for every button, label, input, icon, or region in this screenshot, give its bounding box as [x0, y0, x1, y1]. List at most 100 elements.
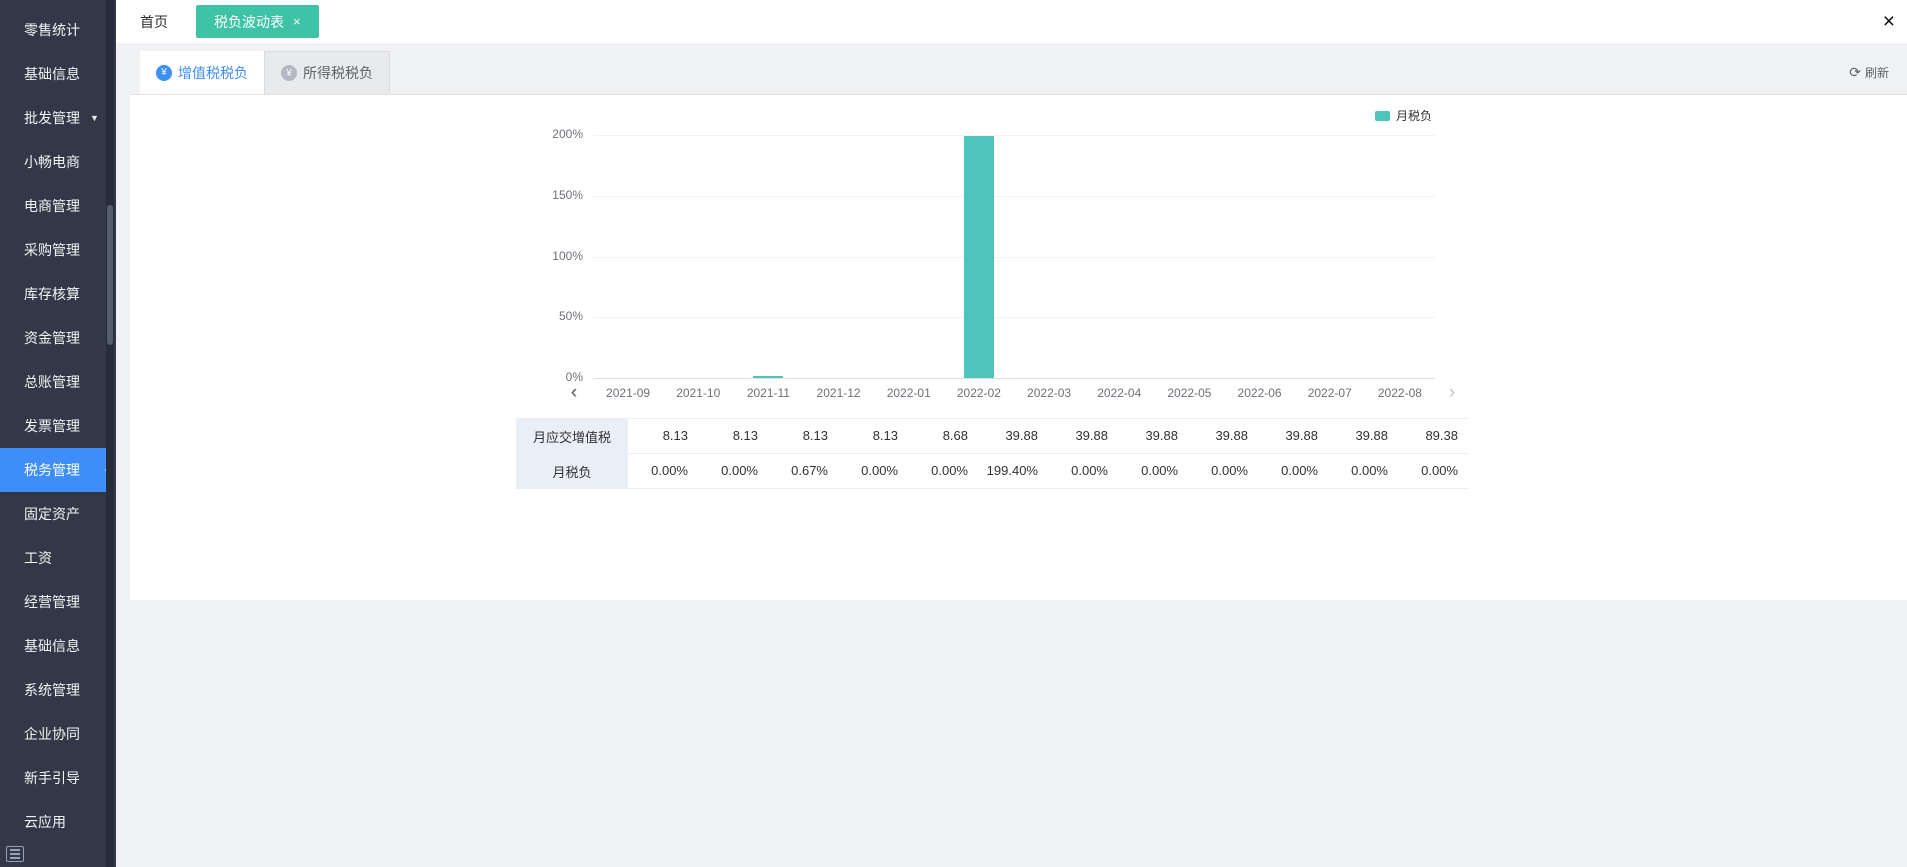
table-cell: 0.00%	[1421, 463, 1458, 478]
y-tick-label: 50%	[558, 309, 583, 324]
x-tick-label: 2022-08	[1377, 386, 1422, 400]
panel-tab-strip: ¥ 增值税税负 ¥ 所得税税负	[140, 51, 390, 94]
sidebar-item[interactable]: 云应用	[0, 800, 111, 844]
x-tick-label: 2021-10	[676, 386, 721, 400]
sidebar-item-label: 基础信息	[24, 638, 80, 654]
panel-header: ¥ 增值税税负 ¥ 所得税税负 ⟳ 刷新	[130, 51, 1907, 95]
sidebar-item-label: 资金管理	[24, 330, 80, 346]
table-cell: 39.88	[1215, 428, 1248, 443]
x-tick-label: 2021-09	[606, 386, 651, 400]
x-tick-label: 2022-01	[886, 386, 931, 400]
tab-label: 税负波动表	[214, 13, 284, 30]
sidebar-scrollbar[interactable]	[106, 0, 114, 867]
sidebar-item[interactable]: 固定资产	[0, 492, 111, 536]
table-cell: 8.13	[662, 428, 688, 443]
y-tick-label: 150%	[552, 187, 583, 202]
table-cell: 0.00%	[931, 463, 968, 478]
sidebar-item[interactable]: 基础信息	[0, 624, 111, 668]
sidebar-item[interactable]: 经营管理	[0, 580, 111, 624]
legend-label: 月税负	[1396, 109, 1433, 123]
legend-item[interactable]: 月税负	[1375, 107, 1432, 124]
sidebar-item-label: 电商管理	[24, 198, 80, 214]
sidebar-item[interactable]: 电商管理	[0, 184, 111, 228]
table-cell: 8.13	[732, 428, 758, 443]
tab-tax-fluctuation[interactable]: 税负波动表 ×	[196, 5, 319, 38]
menu-grip-icon	[10, 853, 20, 855]
sidebar-item[interactable]: 批发管理 ▼	[0, 96, 111, 140]
tab-home[interactable]: 首页	[122, 5, 186, 38]
gridline	[593, 195, 1435, 197]
row-label: 月税负	[516, 454, 628, 488]
panel-tab-label: 所得税税负	[303, 65, 373, 81]
tab-strip: 首页 税负波动表 × ×	[116, 0, 1907, 43]
sidebar-item-label: 企业协同	[24, 726, 80, 742]
tax-fluctuation-panel: ¥ 增值税税负 ¥ 所得税税负 ⟳ 刷新 月税负 ‹ › 0% 50% 100% 150% 2…	[130, 51, 1907, 600]
row-label: 月应交增值税	[516, 419, 628, 453]
sidebar-item-label: 总账管理	[24, 374, 80, 390]
sidebar-item-label: 云应用	[24, 814, 66, 830]
sidebar-item[interactable]: 税务管理	[0, 448, 111, 492]
gridline	[593, 378, 1435, 379]
close-icon[interactable]: ×	[1882, 10, 1895, 33]
table-row: 月税负 0.00% 0.00% 0.67% 0.00% 0.00% 199.40% 0.00%…	[516, 454, 1468, 489]
tab-label: 首页	[140, 13, 168, 30]
table-cell: 0.00%	[1141, 463, 1178, 478]
refresh-label: 刷新	[1864, 66, 1889, 80]
table-cell: 39.88	[1285, 428, 1318, 443]
sidebar-item[interactable]: 总账管理	[0, 360, 111, 404]
chart-next-arrow[interactable]: ›	[1448, 382, 1456, 403]
sidebar-item-label: 经营管理	[24, 594, 80, 610]
panel-tab-label: 增值税税负	[178, 64, 248, 81]
sidebar-item-label: 零售统计	[24, 22, 80, 38]
y-tick-label: 200%	[552, 127, 583, 141]
chart-plot: ‹ › 0% 50% 100% 150% 200% 2021-09 2021-10 2021-…	[552, 127, 1455, 402]
x-tick-label: 2022-02	[956, 386, 1001, 400]
sidebar-item[interactable]: 零售统计	[0, 8, 111, 52]
table-cell: 39.88	[1145, 428, 1178, 443]
sidebar-item[interactable]: 库存核算	[0, 272, 111, 316]
sidebar-item[interactable]: 新手引导	[0, 756, 111, 800]
table-cell: 39.88	[1005, 428, 1038, 443]
sidebar-item-label: 税务管理	[24, 462, 80, 478]
table-cell: 0.00%	[721, 463, 758, 478]
bar-2021-11[interactable]	[753, 376, 784, 378]
legend-swatch	[1375, 110, 1390, 121]
table-cell: 0.00%	[861, 463, 898, 478]
panel-tab-income-tax[interactable]: ¥ 所得税税负	[264, 51, 390, 94]
sidebar-item[interactable]: 小畅电商	[0, 140, 111, 184]
panel-tab-vat[interactable]: ¥ 增值税税负	[140, 51, 264, 94]
main-area: 首页 税负波动表 × × ¥ 增值税税负 ¥ 所得税税负 ⟳ 刷新 月税负 ‹ ›	[116, 0, 1907, 867]
sidebar-item[interactable]: 发票管理	[0, 404, 111, 448]
table-cell: 0.00%	[1351, 463, 1388, 478]
table-cell: 8.13	[872, 428, 898, 443]
sidebar-item[interactable]: 系统管理	[0, 668, 111, 712]
sidebar-item[interactable]: 工资	[0, 536, 111, 580]
gridline	[593, 135, 1435, 136]
sidebar-menu: 零售统计 基础信息 批发管理 ▼ 小畅电商 电商管理 采购管理 库存核算 资金管理 总账管理 发票管…	[0, 0, 111, 844]
table-cell: 39.88	[1075, 428, 1108, 443]
sidebar-item-label: 库存核算	[24, 286, 80, 302]
sidebar-item[interactable]: 基础信息	[0, 52, 111, 96]
sidebar-item[interactable]: 企业协同	[0, 712, 111, 756]
table-cell: 0.00%	[1071, 463, 1108, 478]
table-cell: 199.40%	[986, 463, 1038, 478]
y-tick-label: 0%	[565, 370, 583, 384]
close-tab-icon[interactable]: ×	[293, 14, 301, 29]
refresh-button[interactable]: ⟳ 刷新	[1849, 51, 1907, 94]
sidebar-item[interactable]: 资金管理	[0, 316, 111, 360]
chart-prev-arrow[interactable]: ‹	[570, 382, 578, 403]
sidebar: 零售统计 基础信息 批发管理 ▼ 小畅电商 电商管理 采购管理 库存核算 资金管理 总账管理 发票管…	[0, 0, 116, 867]
sidebar-scrollbar-thumb[interactable]	[107, 205, 113, 345]
content-area: ¥ 增值税税负 ¥ 所得税税负 ⟳ 刷新 月税负 ‹ › 0% 50% 100% 150% 2…	[116, 43, 1907, 867]
sidebar-item-label: 小畅电商	[24, 154, 80, 170]
data-table: 月应交增值税 8.13 8.13 8.13 8.13 8.68 39.88 39.88 39.8…	[516, 418, 1468, 489]
sidebar-item-label: 系统管理	[24, 682, 80, 698]
x-tick-label: 2022-04	[1097, 386, 1142, 400]
sidebar-item[interactable]: 采购管理	[0, 228, 111, 272]
bar-2022-02[interactable]	[963, 135, 994, 378]
sidebar-collapse-icon[interactable]	[6, 846, 24, 862]
gridline	[593, 256, 1435, 258]
table-cell: 8.13	[802, 428, 828, 443]
tax-coin-icon: ¥	[281, 65, 297, 81]
